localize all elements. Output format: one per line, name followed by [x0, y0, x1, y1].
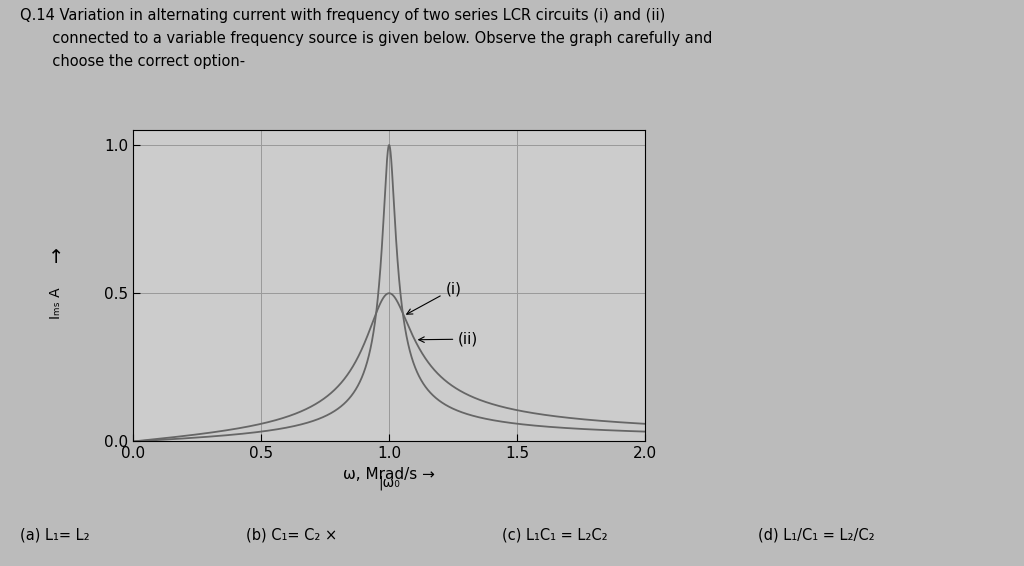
Text: |ω₀: |ω₀ — [378, 475, 400, 490]
Text: Q.14 Variation in alternating current with frequency of two series LCR circuits : Q.14 Variation in alternating current wi… — [20, 8, 666, 24]
Text: (d) L₁/C₁ = L₂/C₂: (d) L₁/C₁ = L₂/C₂ — [758, 528, 874, 542]
Text: choose the correct option-: choose the correct option- — [20, 54, 246, 69]
X-axis label: ω, Mrad/s →: ω, Mrad/s → — [343, 467, 435, 482]
Text: Iₘₛ A: Iₘₛ A — [49, 287, 63, 319]
Text: (i): (i) — [407, 281, 462, 314]
Text: (c) L₁C₁ = L₂C₂: (c) L₁C₁ = L₂C₂ — [502, 528, 607, 542]
Text: (a) L₁= L₂: (a) L₁= L₂ — [20, 528, 90, 542]
Text: ↑: ↑ — [48, 248, 65, 267]
Text: connected to a variable frequency source is given below. Observe the graph caref: connected to a variable frequency source… — [20, 31, 713, 46]
Text: (ii): (ii) — [419, 332, 478, 346]
Text: (b) C₁= C₂ ×: (b) C₁= C₂ × — [246, 528, 337, 542]
